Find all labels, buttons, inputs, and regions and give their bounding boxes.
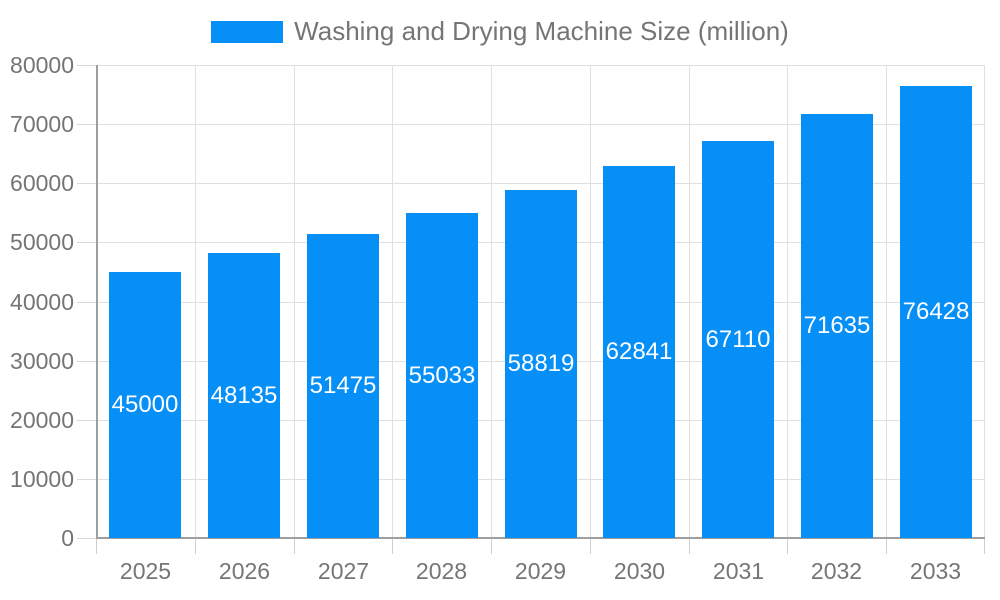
v-gridline <box>392 65 393 538</box>
v-gridline <box>984 65 985 538</box>
x-tick-label: 2027 <box>317 558 370 584</box>
x-tick-label: 2032 <box>810 558 863 584</box>
bar-value-label: 51475 <box>309 372 377 399</box>
y-axis-tick <box>77 479 96 480</box>
x-tick-label: 2026 <box>218 558 271 584</box>
y-axis-tick <box>77 302 96 303</box>
y-axis-tick <box>77 538 96 539</box>
bar[interactable]: 55033 <box>406 213 478 538</box>
x-tick-label: 2028 <box>415 558 468 584</box>
bar-value-label: 71635 <box>803 312 871 339</box>
x-axis-tick <box>491 538 492 554</box>
x-axis-tick <box>96 538 97 554</box>
y-tick-label: 10000 <box>10 466 74 492</box>
x-axis-tick <box>590 538 591 554</box>
bar-value-label: 48135 <box>210 381 278 409</box>
v-gridline <box>195 65 196 538</box>
y-tick-label: 50000 <box>10 229 74 255</box>
bar-value-label: 55033 <box>408 361 476 389</box>
x-axis-tick <box>787 538 788 554</box>
x-tick-label: 2030 <box>613 558 666 584</box>
y-tick-label: 70000 <box>10 111 74 137</box>
y-tick-label: 0 <box>61 525 74 551</box>
v-gridline <box>590 65 591 538</box>
x-axis-tick <box>984 538 985 554</box>
x-tick-label: 2029 <box>514 558 567 584</box>
h-gridline <box>96 65 985 66</box>
x-tick-label: 2031 <box>712 558 765 584</box>
v-gridline <box>689 65 690 538</box>
y-axis-tick <box>77 420 96 421</box>
y-axis-line <box>96 65 98 538</box>
y-axis-tick <box>77 242 96 243</box>
v-gridline <box>491 65 492 538</box>
x-tick-label: 2033 <box>909 558 962 584</box>
x-tick-label: 2025 <box>119 558 172 584</box>
h-gridline <box>96 183 985 184</box>
y-tick-label: 30000 <box>10 348 74 374</box>
y-tick-label: 40000 <box>10 289 74 315</box>
bar[interactable]: 51475 <box>307 234 379 538</box>
y-axis-tick <box>77 183 96 184</box>
v-gridline <box>886 65 887 538</box>
legend[interactable]: Washing and Drying Machine Size (million… <box>0 16 1000 47</box>
h-gridline <box>96 124 985 125</box>
bar[interactable]: 62841 <box>603 166 675 538</box>
bar-value-label: 67110 <box>705 325 771 353</box>
bar-value-label: 58819 <box>507 350 575 377</box>
x-axis-tick <box>392 538 393 554</box>
y-tick-label: 80000 <box>10 52 74 78</box>
y-axis-tick <box>77 361 96 362</box>
x-axis-tick <box>294 538 295 554</box>
x-axis-line <box>96 537 985 539</box>
v-gridline <box>787 65 788 538</box>
bar[interactable]: 48135 <box>208 253 280 538</box>
bar[interactable]: 71635 <box>801 114 873 538</box>
x-axis-tick <box>689 538 690 554</box>
y-tick-label: 20000 <box>10 407 74 433</box>
bar[interactable]: 67110 <box>702 141 774 538</box>
bar[interactable]: 45000 <box>109 272 181 538</box>
bar-value-label: 62841 <box>605 338 673 365</box>
y-tick-label: 60000 <box>10 170 74 196</box>
plot-area: 45000 48135 51475 55033 58819 62841 67110 71635… <box>77 65 985 554</box>
legend-label: Washing and Drying Machine Size (million… <box>294 16 789 46</box>
x-axis-tick <box>886 538 887 554</box>
x-axis-tick <box>195 538 196 554</box>
legend-swatch-icon <box>211 20 284 43</box>
y-axis-tick <box>77 124 96 125</box>
bar-value-label: 45000 <box>111 391 179 418</box>
v-gridline <box>294 65 295 538</box>
bar[interactable]: 58819 <box>505 190 577 538</box>
bar[interactable]: 76428 <box>900 86 972 538</box>
bar-value-label: 76428 <box>902 298 970 325</box>
y-axis-tick <box>77 65 96 66</box>
